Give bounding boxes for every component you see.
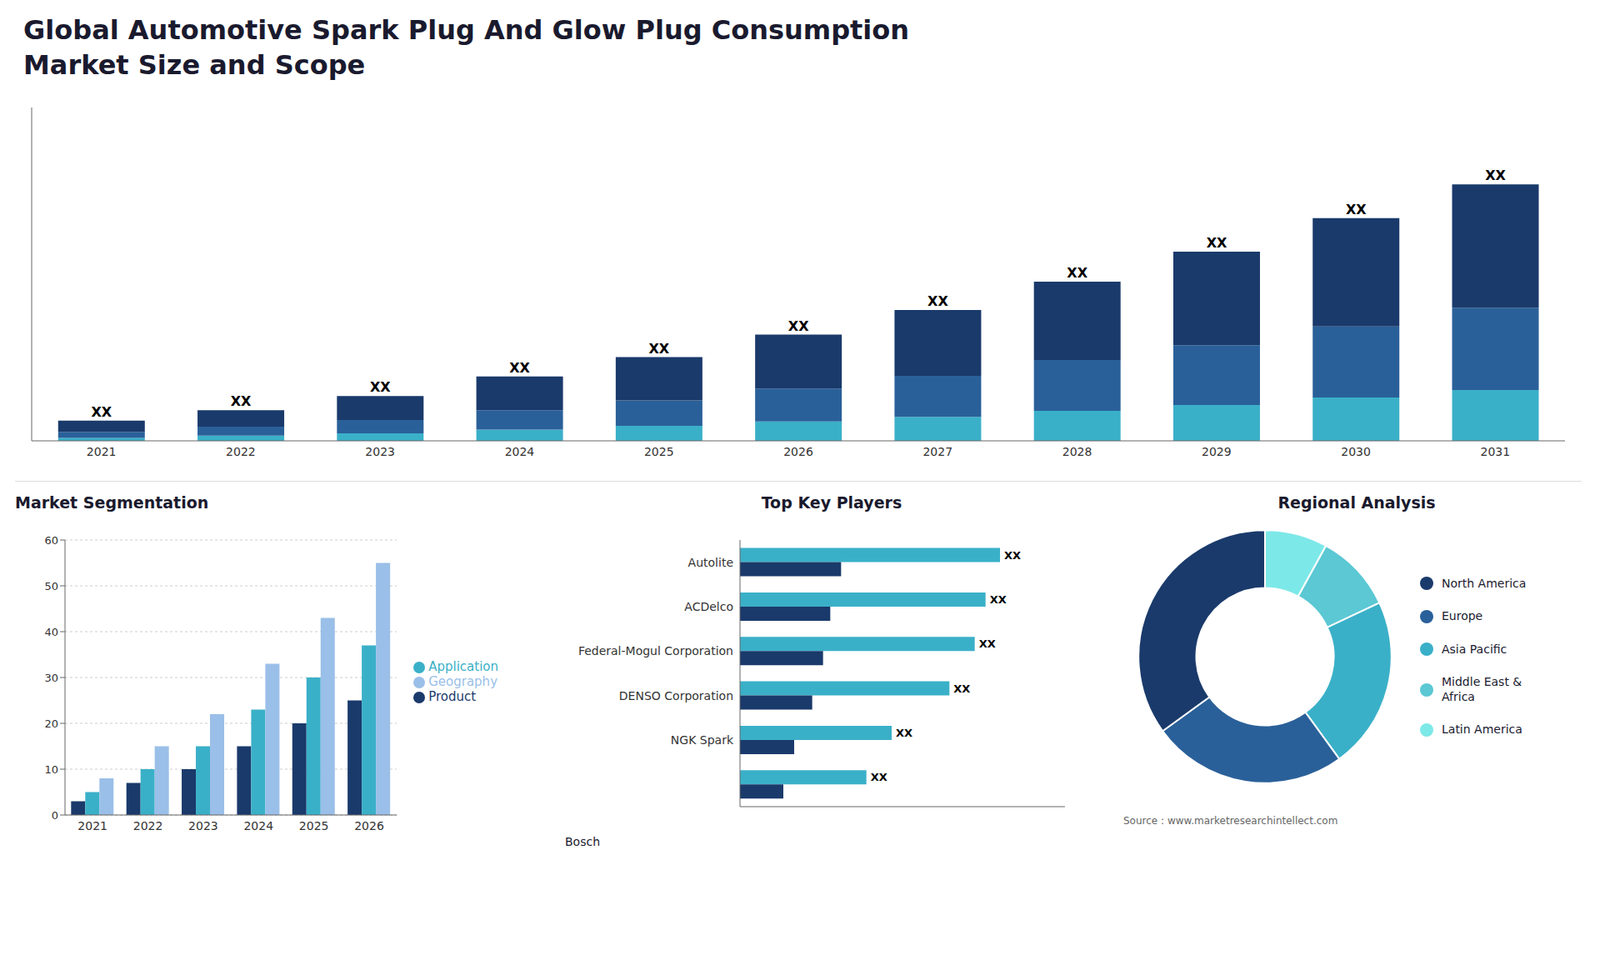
svg-text:2023: 2023	[365, 445, 395, 459]
svg-text:2022: 2022	[133, 819, 164, 833]
svg-text:2024: 2024	[505, 445, 535, 459]
svg-text:40: 40	[44, 625, 59, 639]
svg-text:ACDelco: ACDelco	[684, 600, 734, 614]
html-text:Top Key Players: Top Key Players	[761, 493, 902, 512]
svg-text:2027: 2027	[922, 445, 953, 459]
svg-text:XX: XX	[990, 593, 1007, 606]
svg-text:2023: 2023	[188, 819, 219, 833]
svg-text:30: 30	[44, 671, 59, 685]
svg-text:XX: XX	[953, 682, 970, 695]
svg-text:DENSO Corporation: DENSO Corporation	[619, 689, 734, 703]
svg-text:2030: 2030	[1340, 445, 1371, 459]
html-text:Asia Pacific: Asia Pacific	[1441, 642, 1507, 656]
svg-text:20: 20	[44, 717, 59, 730]
html-text:Market Segmentation: Market Segmentation	[15, 493, 209, 512]
svg-text:XX: XX	[509, 360, 530, 376]
svg-text:XX: XX	[870, 771, 888, 785]
svg-text:2026: 2026	[783, 445, 814, 459]
svg-text:2021: 2021	[86, 445, 117, 459]
html-text:Latin America: Latin America	[1441, 722, 1523, 736]
svg-text:XX: XX	[788, 318, 810, 335]
html-text:Global Automotive Spark Plug A: Global Automotive Spark Plug And Glow Pl…	[23, 14, 910, 46]
svg-text:XX: XX	[1066, 265, 1088, 281]
svg-text:2025: 2025	[644, 445, 675, 459]
html-text:Bosch: Bosch	[565, 835, 600, 849]
svg-text:0: 0	[51, 809, 59, 822]
svg-text:NGK Spark: NGK Spark	[670, 733, 735, 747]
svg-text:2026: 2026	[354, 819, 385, 833]
svg-text:XX: XX	[649, 340, 670, 357]
svg-text:2025: 2025	[299, 819, 330, 833]
svg-text:2028: 2028	[1062, 445, 1093, 459]
svg-text:XX: XX	[230, 393, 252, 410]
svg-text:2021: 2021	[77, 819, 108, 833]
svg-text:XX: XX	[1004, 549, 1021, 562]
html-text:North America: North America	[1441, 576, 1527, 590]
svg-text:XX: XX	[370, 379, 391, 395]
svg-text:XX: XX	[1485, 167, 1506, 184]
svg-text:XX: XX	[979, 638, 996, 651]
svg-text:60: 60	[44, 534, 59, 547]
svg-text:10: 10	[44, 763, 59, 776]
html-text:Application: Application	[428, 659, 499, 675]
html-text:Product: Product	[428, 689, 476, 705]
svg-text:Autolite: Autolite	[688, 555, 734, 570]
svg-text:50: 50	[44, 580, 59, 593]
svg-text:XX: XX	[927, 293, 949, 310]
html-text:Middle East &: Middle East &	[1441, 675, 1522, 689]
svg-text:2022: 2022	[225, 445, 256, 459]
svg-text:XX: XX	[1206, 235, 1228, 251]
html-text:Regional Analysis: Regional Analysis	[1277, 493, 1436, 512]
html-text:Africa: Africa	[1441, 689, 1475, 704]
html-text:Geography: Geography	[428, 674, 498, 690]
svg-text:Federal-Mogul Corporation: Federal-Mogul Corporation	[578, 644, 734, 658]
svg-text:XX: XX	[90, 404, 112, 420]
svg-text:XX: XX	[895, 726, 913, 740]
svg-text:2031: 2031	[1480, 445, 1511, 459]
html-text:Europe: Europe	[1441, 609, 1483, 623]
html-text:Source : www.marketresearchint: Source : www.marketresearchintellect.com	[1123, 815, 1338, 827]
svg-text:2029: 2029	[1201, 445, 1232, 459]
svg-text:2024: 2024	[243, 819, 274, 833]
html-text:Market Size and Scope: Market Size and Scope	[23, 48, 366, 81]
svg-text:XX: XX	[1345, 201, 1367, 218]
